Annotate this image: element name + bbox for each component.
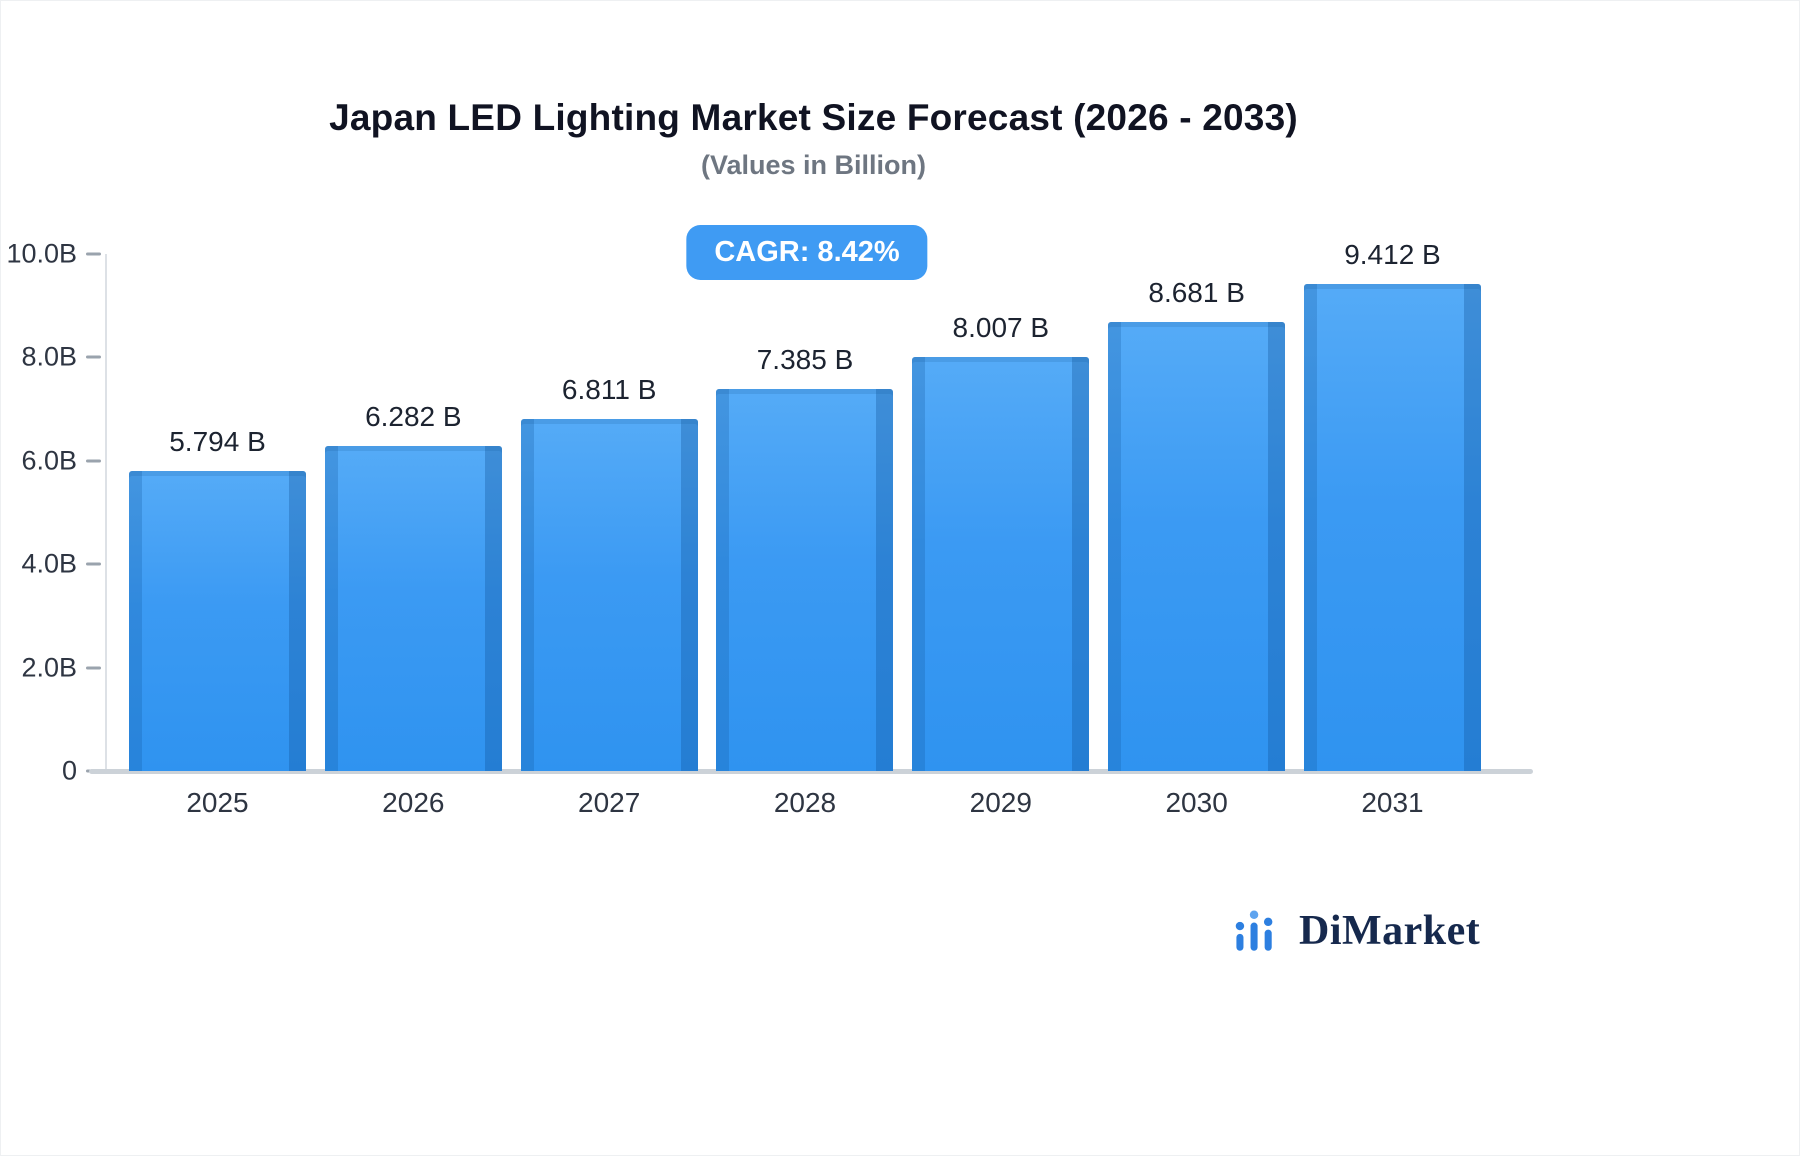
bar-2025: 5.794 B bbox=[129, 426, 306, 771]
x-axis-label: 2026 bbox=[382, 787, 445, 818]
bar-value-label: 5.794 B bbox=[169, 426, 266, 458]
y-tick-label: 4.0B bbox=[21, 548, 77, 579]
y-tick: 8.0B bbox=[21, 342, 101, 373]
x-axis-label: 2030 bbox=[1165, 787, 1228, 818]
bar-group: 6.811 B bbox=[520, 254, 698, 772]
plot-area: 5.794 B 6.282 B 6.811 B 7.385 B 8.007 B 8.681… bbox=[107, 239, 1521, 772]
bar-group: 8.681 B bbox=[1108, 254, 1286, 771]
y-tick-mark bbox=[86, 355, 101, 359]
brand-logo-text: DiMarket bbox=[1299, 908, 1481, 954]
bar-group: 7.385 B bbox=[716, 254, 894, 771]
bar-chart-dots-icon bbox=[1233, 907, 1285, 955]
chart-subtitle: (Values in Billion) bbox=[700, 150, 927, 180]
y-tick-label: 2.0B bbox=[21, 652, 77, 683]
y-tick: 2.0B bbox=[21, 652, 101, 683]
bar-value-label: 6.282 B bbox=[365, 401, 462, 433]
y-tick-mark bbox=[86, 666, 101, 670]
bar-value-label: 7.385 B bbox=[756, 344, 854, 376]
x-axis-line bbox=[89, 769, 1533, 774]
bar-value-label: 9.412 B bbox=[1344, 239, 1441, 271]
cagr-badge: CAGR: 8.42% bbox=[686, 225, 928, 280]
bar-2026: 6.282 B bbox=[324, 401, 502, 771]
bar-value-label: 8.681 B bbox=[1148, 277, 1245, 309]
x-axis-label: 2027 bbox=[578, 787, 641, 818]
bar-value-label: 8.007 B bbox=[952, 312, 1050, 344]
bar-2031: 9.412 B bbox=[1303, 239, 1481, 771]
bar-2027: 6.811 B bbox=[520, 374, 698, 772]
bar-2028: 7.385 B bbox=[716, 344, 894, 771]
bar-group: 9.412 B bbox=[1303, 239, 1481, 771]
brand-logo: DiMarket bbox=[1233, 907, 1480, 955]
bar-2029: 8.007 B bbox=[912, 312, 1090, 771]
y-tick: 4.0B bbox=[21, 549, 101, 580]
y-tick-mark bbox=[86, 562, 101, 566]
bar-group: 5.794 B bbox=[129, 254, 306, 771]
y-tick-mark bbox=[86, 252, 101, 256]
x-axis-label: 2031 bbox=[1361, 787, 1424, 818]
bar-group: 6.282 B bbox=[324, 254, 502, 771]
bar-value-label: 6.811 B bbox=[561, 373, 657, 405]
y-tick-mark bbox=[86, 459, 101, 463]
x-axis-label: 2025 bbox=[186, 787, 249, 818]
y-tick-label: 6.0B bbox=[21, 445, 77, 476]
y-axis-line bbox=[105, 254, 107, 771]
x-axis-label: 2028 bbox=[773, 787, 837, 818]
y-tick-label: 8.0B bbox=[21, 341, 77, 372]
bar-group: 8.007 B bbox=[912, 254, 1090, 771]
y-tick: 6.0B bbox=[21, 445, 101, 476]
y-axis-ticks: 0 2.0B 4.0B 6.0B 8.0B 10.0B bbox=[1, 239, 101, 786]
y-tick-label: 10.0B bbox=[6, 238, 77, 269]
y-tick: 10.0B bbox=[6, 239, 101, 270]
bar-2030: 8.681 B bbox=[1108, 277, 1286, 771]
x-axis-labels: 2025 2026 2027 2028 2029 2030 2031 bbox=[107, 787, 1521, 819]
chart-title: Japan LED Lighting Market Size Forecast … bbox=[329, 97, 1298, 138]
y-tick-label: 0 bbox=[61, 755, 77, 786]
x-axis-label: 2029 bbox=[969, 787, 1032, 818]
